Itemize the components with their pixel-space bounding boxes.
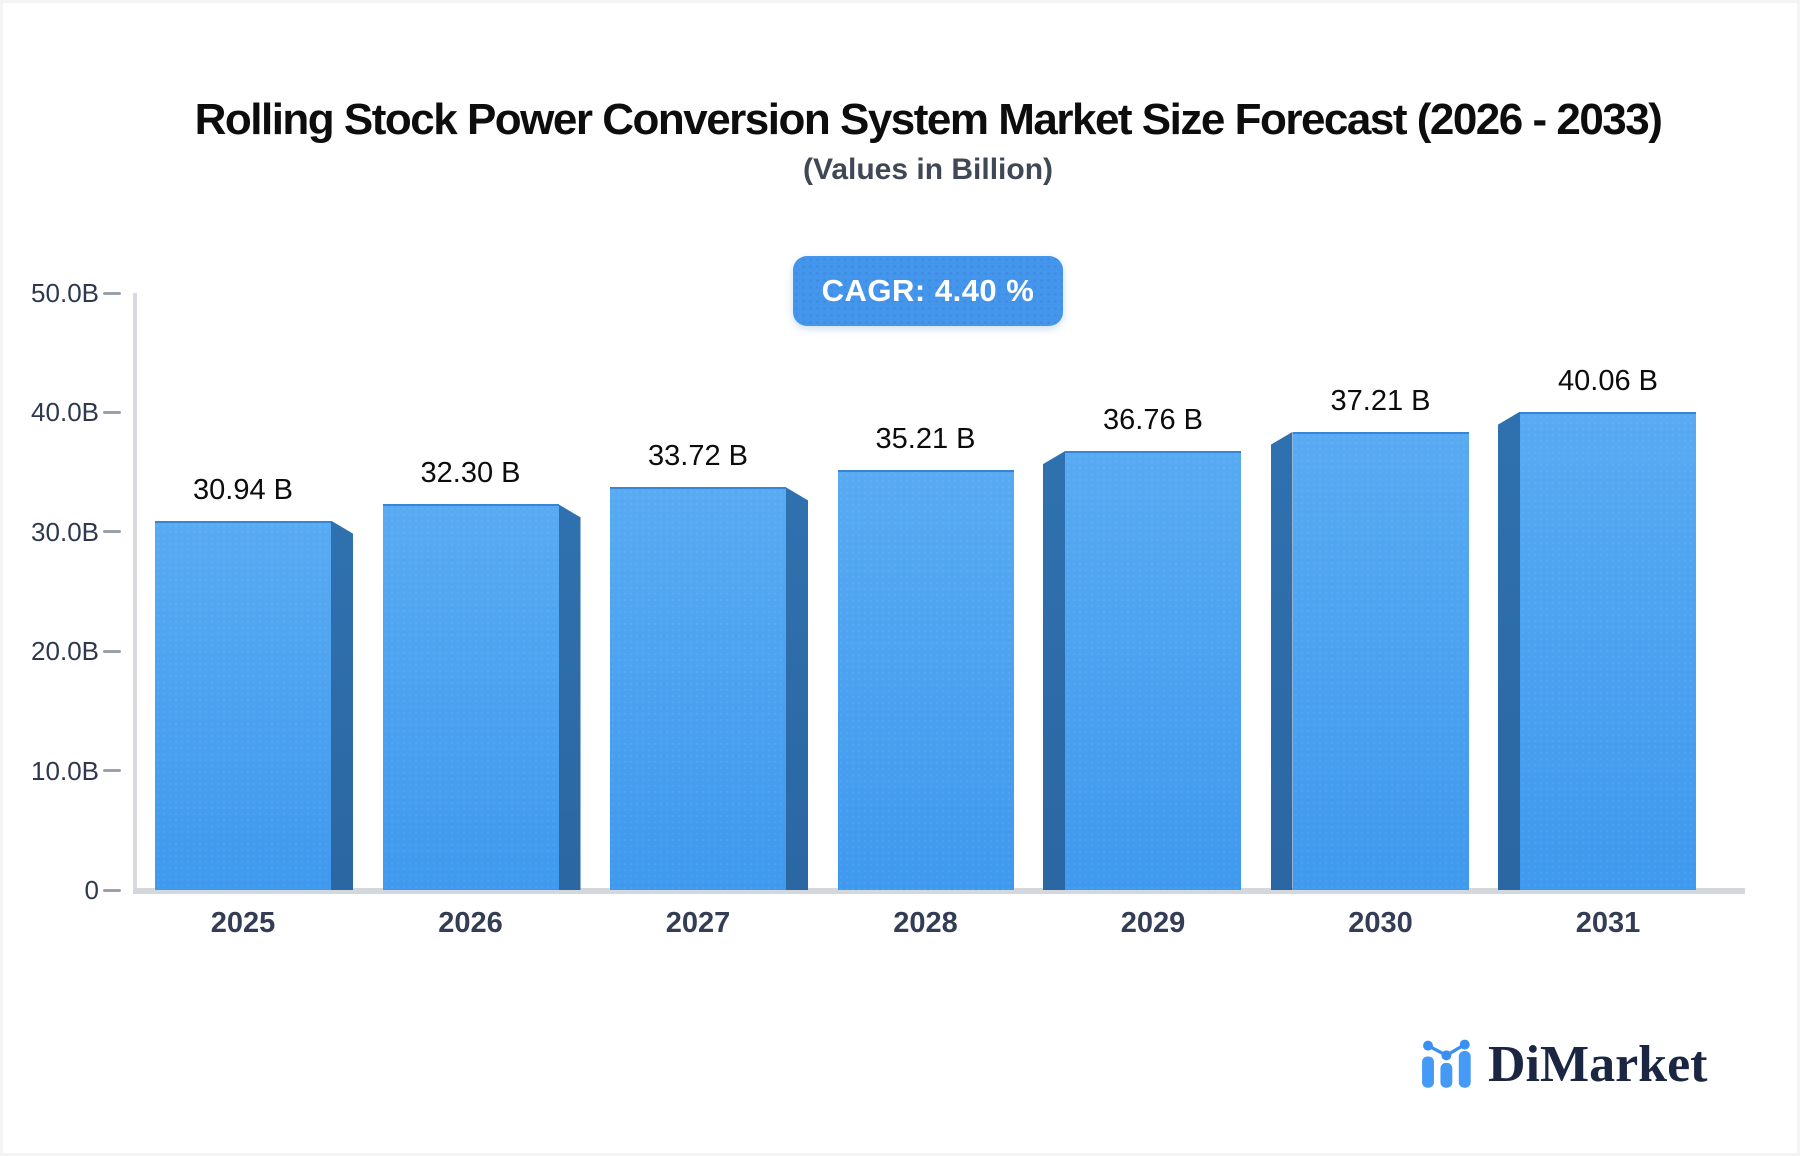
y-axis-tick-label: 10.0B (31, 755, 99, 786)
cagr-badge-label: CAGR: 4.40 % (821, 273, 1035, 308)
y-axis-tick (103, 769, 121, 773)
x-axis-label-2028: 2028 (893, 907, 958, 939)
y-axis-tick (103, 649, 121, 653)
bar-2030-side (1270, 431, 1293, 890)
dimarket-logo-icon (1422, 1039, 1471, 1088)
bar-value-label-2029: 36.76 B (1103, 404, 1203, 437)
y-axis-tick-label: 20.0B (31, 636, 99, 667)
x-axis-label-2029: 2029 (1120, 907, 1186, 939)
bar-2031[interactable] (1520, 411, 1696, 890)
bar-2031-side (1498, 411, 1520, 890)
bar-2028[interactable] (837, 469, 1014, 890)
bar-2029-side (1043, 451, 1065, 890)
bar-chart-plot: 0 10.0B 20.0B 30.0B 40.0B 50.0B 30.94 B 2025 32.… (3, 3, 1797, 1153)
chart-subtitle: (Values in Billion) (802, 153, 1054, 186)
x-axis-label-2030: 2030 (1348, 907, 1413, 939)
bar-value-label-2028: 35.21 B (875, 422, 976, 455)
bar-2027-side (786, 487, 808, 890)
y-axis-tick-label: 40.0B (31, 397, 99, 428)
bar-2029[interactable] (1065, 451, 1241, 890)
x-axis-label-2031: 2031 (1575, 907, 1641, 939)
y-axis-tick (103, 410, 121, 414)
y-axis-tick (103, 291, 121, 295)
y-axis-tick-label: 50.0B (31, 278, 99, 308)
bar-value-label-2026: 32.30 B (420, 457, 521, 490)
bar-2027[interactable] (610, 487, 786, 890)
bar-2025-side (331, 520, 353, 890)
y-axis-tick (103, 888, 121, 892)
chart-title: Rolling Stock Power Conversion System Ma… (194, 95, 1663, 144)
bar-2026[interactable] (382, 504, 559, 890)
y-axis-tick-label: 0 (84, 875, 99, 905)
bar-value-label-2025: 30.94 B (193, 473, 293, 506)
bar-value-label-2027: 33.72 B (648, 440, 748, 473)
x-axis-line (133, 888, 1745, 894)
x-axis-label-2026: 2026 (438, 907, 503, 939)
bar-value-label-2030: 37.21 B (1330, 384, 1431, 417)
y-axis-tick-label: 30.0B (31, 516, 99, 547)
dimarket-logo-text: DiMarket (1488, 1036, 1708, 1094)
y-axis-line (133, 293, 137, 893)
bar-2030[interactable] (1292, 431, 1469, 890)
bar-2026-side (558, 504, 581, 890)
cagr-badge: CAGR: 4.40 % (793, 256, 1063, 326)
bar-2025[interactable] (155, 520, 331, 890)
dimarket-logo: DiMarket (1421, 1036, 1708, 1094)
bar-value-label-2031: 40.06 B (1558, 364, 1658, 397)
y-axis-tick (103, 530, 121, 534)
x-axis-label-2025: 2025 (210, 907, 276, 939)
x-axis-label-2027: 2027 (665, 907, 731, 939)
